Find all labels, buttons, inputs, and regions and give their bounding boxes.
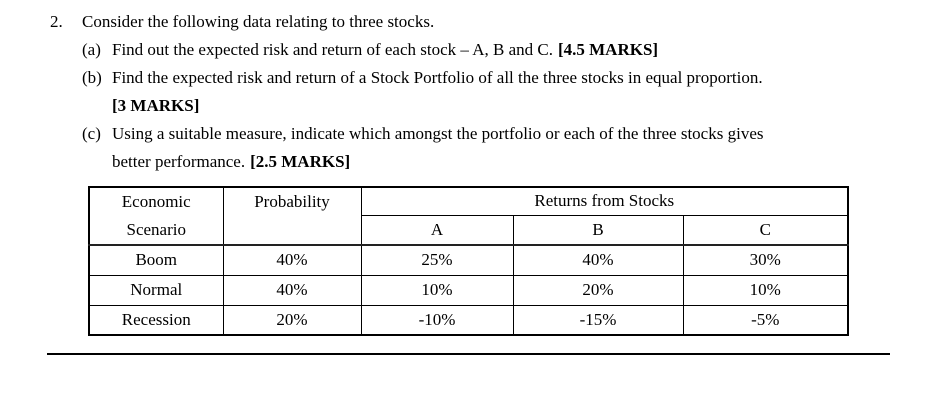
cell-return-b: 40%	[512, 244, 684, 276]
stocks-data-table: Economic Scenario Probability Returns fr…	[88, 186, 849, 336]
cell-return-c: 10%	[682, 274, 849, 306]
part-a-text: Find out the expected risk and return of…	[112, 40, 553, 59]
cell-return-a: 25%	[360, 244, 514, 276]
cell-scenario: Recession	[88, 304, 224, 336]
cell-return-c: 30%	[682, 244, 849, 276]
cell-return-b: -15%	[512, 304, 684, 336]
part-b-marks: [3 MARKS]	[112, 96, 200, 115]
question-part-a: (a) Find out the expected risk and return…	[82, 36, 763, 64]
table-row-boom: Boom 40% 25% 40% 30%	[88, 244, 849, 276]
table-row-normal: Normal 40% 10% 20% 10%	[88, 274, 849, 306]
question-number: 2.	[50, 12, 63, 31]
part-c-marks: [2.5 MARKS]	[250, 152, 351, 171]
part-b-text: Find the expected risk and return of a S…	[112, 68, 763, 87]
question-part-b-marks-line: [3 MARKS]	[112, 92, 763, 120]
part-a-marks: [4.5 MARKS]	[557, 40, 659, 59]
header-returns-group: Returns from Stocks	[360, 186, 849, 216]
question-intro-text: Consider the following data relating to …	[82, 12, 435, 31]
cell-return-a: 10%	[360, 274, 514, 306]
part-c-label: (c)	[82, 124, 101, 143]
cell-return-a: -10%	[360, 304, 514, 336]
cell-return-b: 20%	[512, 274, 684, 306]
question-part-b: (b) Find the expected risk and return of …	[82, 64, 763, 92]
question-part-c: (c) Using a suitable measure, indicate wh…	[82, 120, 763, 148]
cell-probability: 40%	[222, 274, 362, 306]
part-a-label: (a)	[82, 40, 101, 59]
header-stock-c: C	[682, 214, 849, 246]
table-header-row-1: Economic Scenario Probability Returns fr…	[88, 186, 849, 246]
table-header-row-2: A B C	[89, 214, 849, 246]
cell-probability: 40%	[222, 244, 362, 276]
question-block: 2. Consider the following data relating t…	[50, 8, 763, 176]
header-stock-b: B	[512, 214, 684, 246]
part-c-text-line1: Using a suitable measure, indicate which…	[112, 124, 764, 143]
cell-return-c: -5%	[682, 304, 849, 336]
header-economic-scenario: Economic Scenario	[88, 186, 224, 246]
horizontal-divider	[47, 353, 890, 355]
header-probability: Probability	[222, 186, 362, 246]
part-c-text-line2: better performance.	[112, 152, 246, 171]
cell-probability: 20%	[222, 304, 362, 336]
question-part-c-continuation: better performance. [2.5 MARKS]	[112, 148, 763, 176]
table-row-recession: Recession 20% -10% -15% -5%	[88, 304, 849, 336]
cell-scenario: Normal	[88, 274, 224, 306]
header-stock-a: A	[360, 214, 514, 246]
question-intro-line: 2. Consider the following data relating t…	[50, 8, 763, 36]
part-b-label: (b)	[82, 68, 102, 87]
cell-scenario: Boom	[88, 244, 224, 276]
